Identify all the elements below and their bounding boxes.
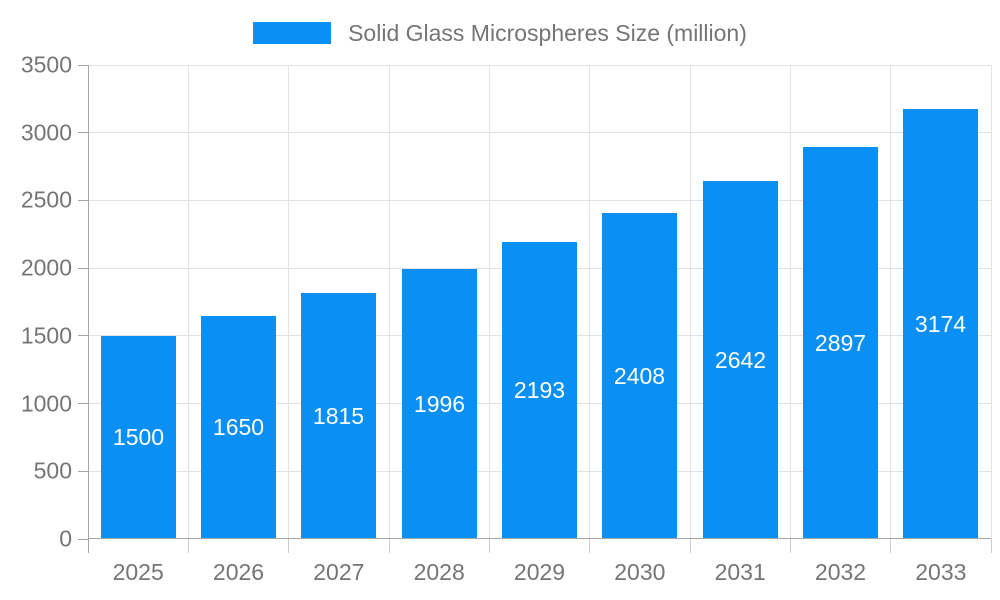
x-axis-tick xyxy=(388,539,390,553)
y-axis-label: 2500 xyxy=(20,186,72,213)
x-axis-tick xyxy=(488,539,490,553)
gridline-vertical xyxy=(488,65,490,539)
bar-2025: 1500 xyxy=(101,336,176,539)
gridline-horizontal xyxy=(88,132,991,134)
gridline-vertical xyxy=(388,65,390,539)
y-axis-label: 500 xyxy=(33,457,72,484)
gridline-vertical xyxy=(589,65,591,539)
y-axis-label: 1500 xyxy=(20,322,72,349)
y-axis-tick xyxy=(78,538,88,540)
bar-2028: 1996 xyxy=(402,269,477,539)
y-axis-tick xyxy=(78,403,88,405)
bar-2026: 1650 xyxy=(201,316,276,539)
y-axis-tick xyxy=(78,267,88,269)
x-axis-tick xyxy=(789,539,791,553)
bar-2027: 1815 xyxy=(301,293,376,539)
x-axis-label: 2027 xyxy=(313,559,365,585)
y-axis-label: 0 xyxy=(59,525,72,552)
y-axis-tick xyxy=(78,335,88,337)
gridline-vertical xyxy=(789,65,791,539)
y-axis-label: 2000 xyxy=(20,254,72,281)
x-axis-label: 2030 xyxy=(614,559,666,585)
legend-label: Solid Glass Microspheres Size (million) xyxy=(348,19,747,46)
y-axis-tick xyxy=(78,132,88,134)
bar-2029: 2193 xyxy=(502,242,577,539)
bar-2033: 3174 xyxy=(903,109,978,539)
x-axis-line xyxy=(88,538,991,539)
x-axis-tick xyxy=(187,539,189,553)
y-axis-label: 1000 xyxy=(20,390,72,417)
y-axis-label: 3500 xyxy=(20,51,72,78)
bar-value-label: 2642 xyxy=(714,346,767,373)
x-axis-label: 2033 xyxy=(915,559,967,585)
bar-value-label: 3174 xyxy=(914,310,967,337)
gridline-vertical xyxy=(288,65,290,539)
chart-legend: Solid Glass Microspheres Size (million) xyxy=(0,20,1000,46)
gridline-vertical xyxy=(689,65,691,539)
bar-value-label: 2193 xyxy=(513,377,566,403)
bar-value-label: 2408 xyxy=(613,362,666,389)
bar-2031: 2642 xyxy=(703,181,778,539)
gridline-horizontal xyxy=(88,199,991,201)
bar-2032: 2897 xyxy=(803,147,878,539)
y-axis-tick xyxy=(78,199,88,201)
bar-value-label: 1500 xyxy=(112,424,165,450)
x-axis-label: 2028 xyxy=(413,559,465,585)
gridline-vertical xyxy=(990,65,992,539)
y-axis-label: 3000 xyxy=(20,119,72,146)
gridline-horizontal xyxy=(88,64,991,66)
x-axis-label: 2032 xyxy=(814,559,867,585)
x-axis-tick xyxy=(87,539,89,553)
x-axis-label: 2031 xyxy=(714,559,766,585)
y-axis-tick xyxy=(78,64,88,66)
x-axis-tick xyxy=(990,539,992,553)
bar-value-label: 1650 xyxy=(212,414,265,440)
bar-value-label: 1815 xyxy=(312,402,365,429)
gridline-vertical xyxy=(890,65,892,539)
x-axis-label: 2025 xyxy=(112,559,164,585)
gridline-vertical xyxy=(187,65,189,539)
x-axis-label: 2026 xyxy=(212,559,265,585)
y-axis-line xyxy=(88,65,89,539)
plot-area: 0 500 1000 1500 2000 2500 3000 3500 2025 2026 2027… xyxy=(21,52,992,585)
x-axis-tick xyxy=(288,539,290,553)
legend-swatch-icon xyxy=(253,22,332,44)
x-axis-label: 2029 xyxy=(513,559,566,585)
y-axis-tick xyxy=(78,470,88,472)
x-axis-tick xyxy=(589,539,591,553)
x-axis-tick xyxy=(689,539,691,553)
x-axis-tick xyxy=(890,539,892,553)
bar-value-label: 2897 xyxy=(814,329,867,356)
bar-2030: 2408 xyxy=(602,213,677,539)
bar-value-label: 1996 xyxy=(413,390,466,417)
